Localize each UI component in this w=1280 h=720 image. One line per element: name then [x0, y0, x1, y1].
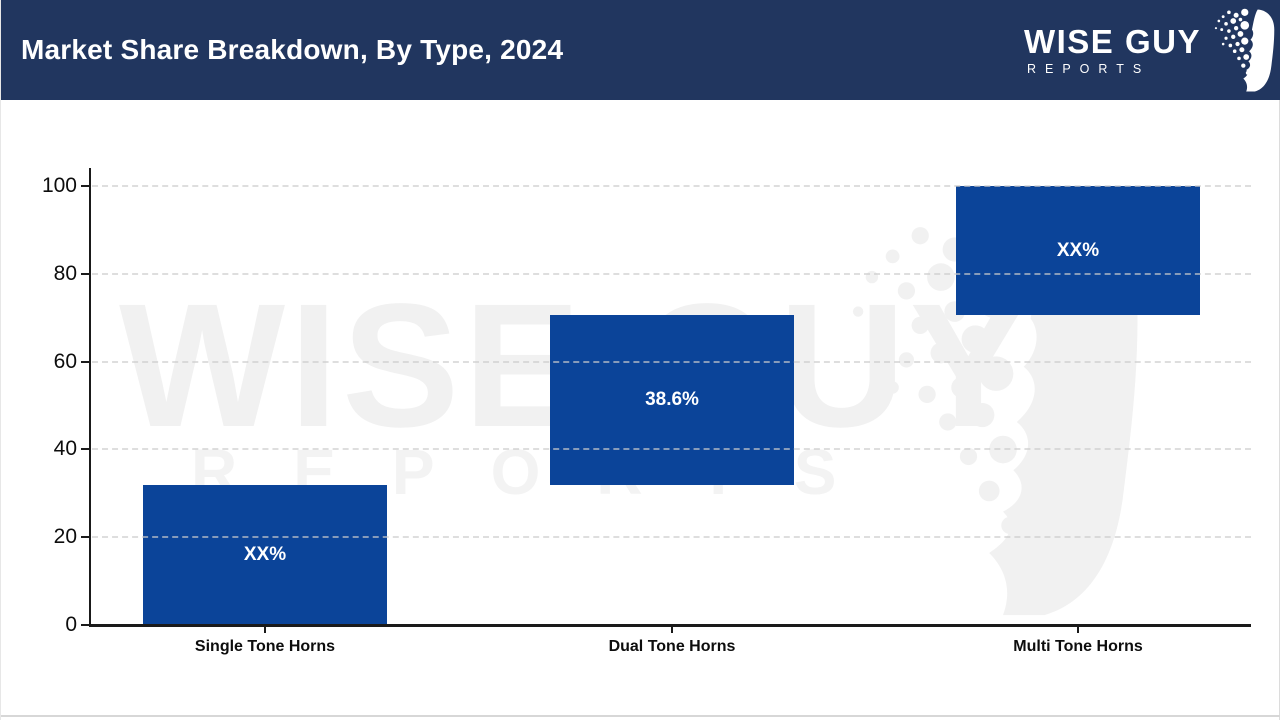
logo-text-block: WISE GUY REPORTS: [1024, 25, 1201, 76]
x-axis-category-label: Dual Tone Horns: [608, 638, 736, 655]
gridline: [92, 448, 1251, 451]
x-tick-mark: [671, 626, 673, 633]
gridline: [92, 185, 1251, 187]
bar: XX%: [956, 186, 1200, 316]
gridline: [92, 360, 1251, 363]
x-tick-mark: [1077, 626, 1079, 633]
header-bar: Market Share Breakdown, By Type, 2024 WI…: [1, 0, 1280, 100]
y-tick-mark: [81, 536, 90, 539]
y-axis-line: [89, 168, 91, 626]
y-tick-mark: [81, 448, 90, 451]
y-tick-mark: [81, 624, 90, 626]
y-tick-mark: [81, 360, 90, 363]
logo-brand-text: WISE GUY: [1023, 22, 1201, 60]
y-tick-label: 40: [53, 437, 77, 461]
y-tick-label: 60: [53, 349, 77, 373]
x-axis-category-label: Multi Tone Horns: [1013, 638, 1143, 655]
bar-value-label: XX%: [1056, 239, 1100, 261]
bar-value-label: XX%: [243, 543, 287, 565]
y-tick-mark: [81, 272, 90, 275]
y-tick-label: 100: [41, 174, 77, 197]
bar: 38.6%: [550, 315, 794, 485]
bar: XX%: [143, 484, 387, 625]
y-tick-label: 20: [53, 525, 77, 549]
bottom-border-line: [1, 715, 1280, 717]
chart-title: Market Share Breakdown, By Type, 2024: [21, 34, 564, 65]
y-tick-mark: [81, 185, 90, 187]
gridline: [92, 536, 1251, 539]
wiseguy-logo: WISE GUY REPORTS: [1024, 6, 1275, 94]
y-tick-label: 80: [53, 261, 77, 285]
x-tick-mark: [264, 626, 266, 633]
logo-sub-text: REPORTS: [1026, 61, 1151, 76]
y-tick-label: 0: [65, 613, 77, 636]
bar-value-label: 38.6%: [645, 388, 699, 410]
x-axis-category-label: Single Tone Horns: [194, 638, 336, 655]
x-axis-line: [89, 624, 1251, 627]
gridline: [92, 272, 1251, 275]
